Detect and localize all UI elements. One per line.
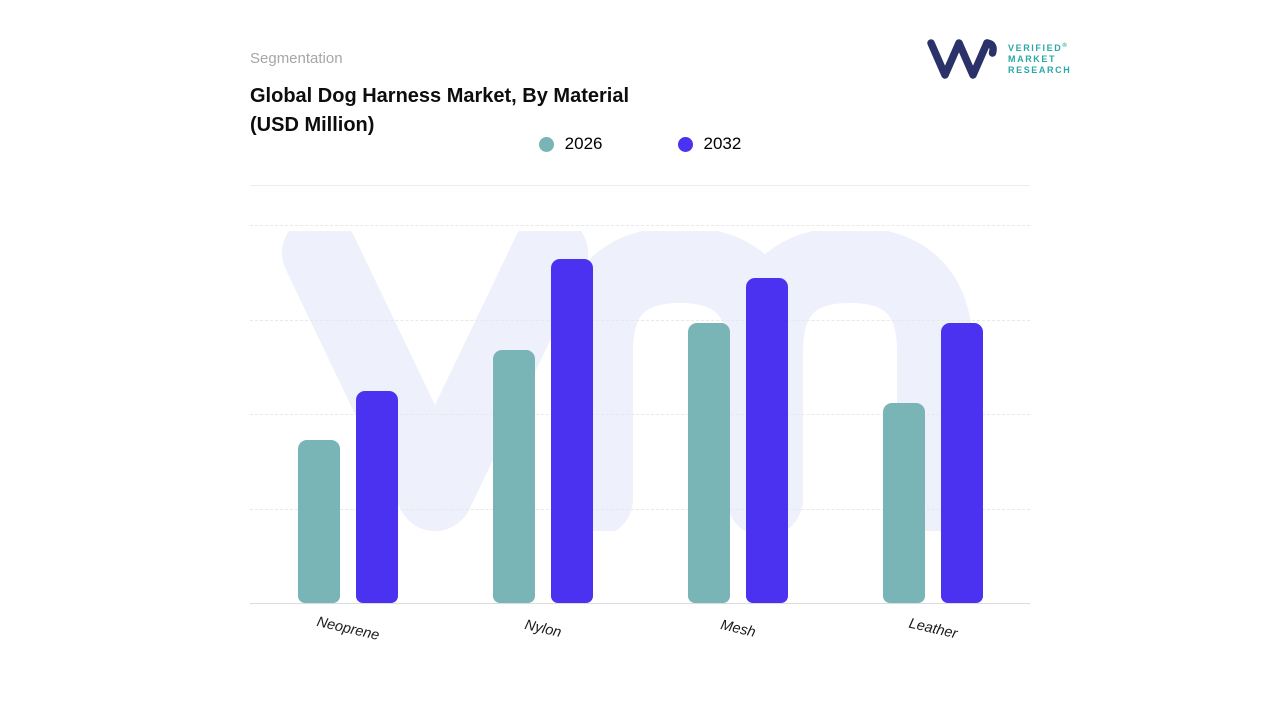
bar-group-nylon: Nylon — [492, 225, 593, 641]
bar-2032-neoprene — [355, 391, 398, 603]
vmr-logo-text: VERIFIED® MARKET RESEARCH — [1008, 41, 1071, 76]
chart-title-line1: Global Dog Harness Market, By Material — [250, 85, 630, 107]
gridline-50 — [250, 414, 1030, 415]
legend-swatch-2032 — [677, 136, 693, 152]
chart-title: Global Dog Harness Market, By Material (… — [250, 82, 710, 140]
vmr-logo: VERIFIED® MARKET RESEARCH — [926, 34, 1071, 82]
category-label-nylon: Nylon — [522, 617, 563, 641]
bar-groups: Neoprene Nylon Mesh Leather — [250, 225, 1030, 644]
bar-2032-nylon — [550, 259, 593, 603]
bar-2026-neoprene — [297, 440, 340, 603]
logo-line-3: RESEARCH — [1008, 64, 1072, 75]
legend-label: 2026 — [564, 134, 603, 153]
bar-group-neoprene: Neoprene — [297, 225, 398, 644]
plot-area: Neoprene Nylon Mesh Leather — [250, 225, 1030, 644]
chart-title-line2: (USD Million) — [250, 114, 375, 136]
bar-2032-leather — [940, 323, 983, 603]
bar-pair — [687, 225, 788, 603]
section-eyebrow: Segmentation — [250, 50, 343, 67]
bar-2026-leather — [882, 402, 925, 603]
bar-pair — [492, 225, 593, 603]
bar-2026-nylon — [492, 349, 535, 603]
registered-mark: ® — [1062, 42, 1067, 49]
bar-2032-mesh — [745, 277, 788, 603]
legend-item-2032: 2032 — [677, 134, 742, 154]
gridline-top — [250, 225, 1030, 226]
category-label-leather: Leather — [906, 615, 959, 643]
bar-2026-mesh — [687, 323, 730, 603]
legend-label: 2032 — [703, 134, 742, 153]
logo-line-1: VERIFIED — [1008, 42, 1063, 53]
category-label-mesh: Mesh — [718, 617, 757, 641]
bar-pair — [297, 225, 398, 603]
gridline-75 — [250, 319, 1030, 321]
bar-group-mesh: Mesh — [687, 225, 788, 641]
bar-pair — [882, 225, 983, 603]
legend-item-2026: 2026 — [538, 134, 603, 154]
legend: 2026 2032 — [250, 134, 1030, 154]
legend-swatch-2026 — [538, 136, 554, 152]
category-label-neoprene: Neoprene — [314, 614, 381, 644]
vmr-logo-mark-icon — [927, 39, 997, 79]
bar-group-leather: Leather — [882, 225, 983, 642]
logo-line-2: MARKET — [1008, 53, 1057, 64]
separator-line — [250, 185, 1030, 186]
gridline-25 — [250, 508, 1030, 510]
